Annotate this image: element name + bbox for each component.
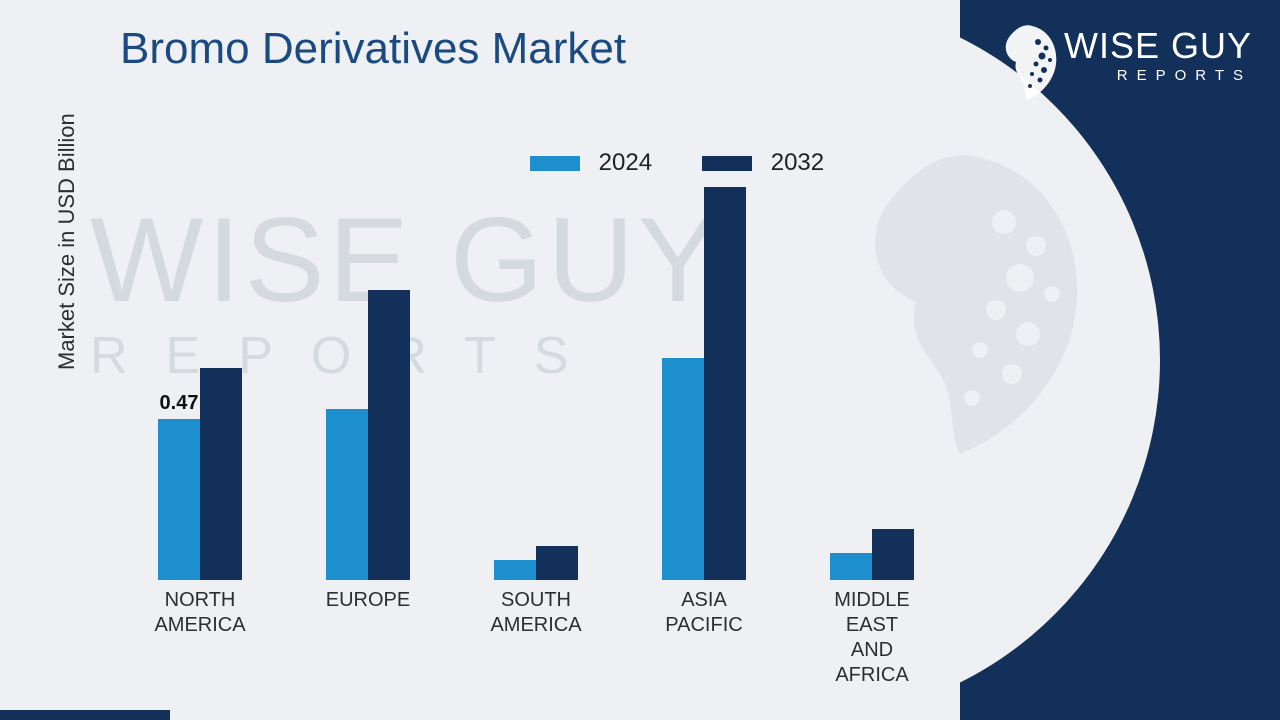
bar-group: MIDDLEEASTANDAFRICA <box>802 170 942 580</box>
legend-item-2032: 2032 <box>702 149 824 177</box>
bar-2032 <box>200 368 242 580</box>
brand-head-icon <box>992 24 1062 104</box>
brand-logo: WISE GUY REPORTS <box>1064 28 1252 83</box>
bar-2032 <box>872 529 914 580</box>
bar-group: 0.47NORTHAMERICA <box>130 170 270 580</box>
bar-value-label: 0.47 <box>160 392 199 415</box>
category-label: SOUTHAMERICA <box>466 580 606 638</box>
bar-group: ASIAPACIFIC <box>634 170 774 580</box>
legend: 2024 2032 <box>530 149 824 177</box>
legend-swatch-2032 <box>702 156 752 171</box>
legend-item-2024: 2024 <box>530 149 652 177</box>
chart-title: Bromo Derivatives Market <box>120 24 626 74</box>
legend-label-2024: 2024 <box>599 149 652 176</box>
brand-logo-line1: WISE GUY <box>1064 28 1252 64</box>
bar-2024 <box>830 553 872 580</box>
bar-group: EUROPE <box>298 170 438 580</box>
plot-area: 0.47NORTHAMERICAEUROPESOUTHAMERICAASIAPA… <box>130 170 970 580</box>
footer-accent-bar <box>0 710 170 720</box>
legend-label-2032: 2032 <box>771 149 824 176</box>
legend-swatch-2024 <box>530 156 580 171</box>
bar-2024 <box>494 560 536 581</box>
bar-2024 <box>158 419 200 580</box>
brand-logo-line2: REPORTS <box>1064 68 1252 83</box>
bar-2024 <box>662 358 704 580</box>
bar-2032 <box>704 187 746 580</box>
category-label: ASIAPACIFIC <box>634 580 774 638</box>
bar-group: SOUTHAMERICA <box>466 170 606 580</box>
category-label: NORTHAMERICA <box>130 580 270 638</box>
bar-2032 <box>368 290 410 580</box>
bar-2032 <box>536 546 578 580</box>
category-label: MIDDLEEASTANDAFRICA <box>802 580 942 688</box>
chart-container: Market Size in USD Billion 2024 2032 0.4… <box>60 150 980 720</box>
y-axis-label: Market Size in USD Billion <box>54 113 80 370</box>
category-label: EUROPE <box>298 580 438 613</box>
bar-2024 <box>326 409 368 580</box>
